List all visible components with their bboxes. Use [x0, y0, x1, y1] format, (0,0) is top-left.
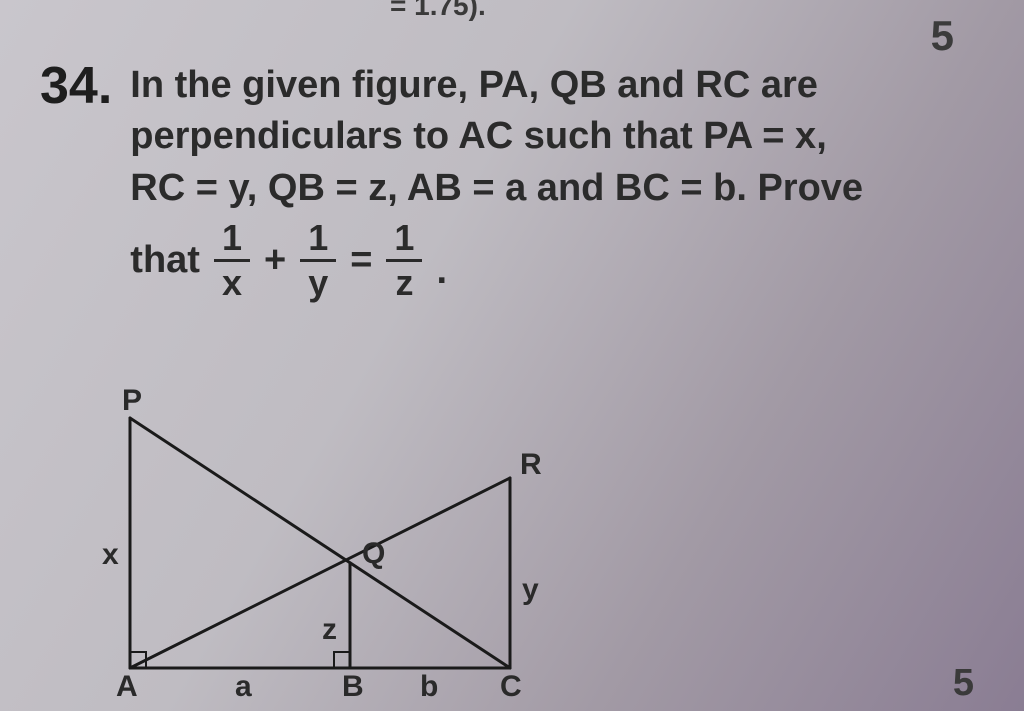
equation-line: that 1 x + 1 y = 1 z . [130, 220, 863, 301]
question-block: 34. In the given figure, PA, QB and RC a… [40, 60, 984, 301]
fraction-1: 1 x [214, 220, 250, 301]
question-line-3: RC = y, QB = z, AB = a and BC = b. Prove [130, 163, 863, 214]
label-a: a [235, 670, 252, 704]
geometry-figure: P R Q A B C x y z a b [100, 398, 600, 698]
fraction-3-num: 1 [386, 220, 422, 256]
label-B: B [342, 670, 364, 704]
figure-svg [100, 398, 600, 698]
label-R: R [520, 448, 542, 482]
fraction-1-num: 1 [214, 220, 250, 256]
fraction-2-num: 1 [300, 220, 336, 256]
partial-text-top: = 1.75). [390, 0, 486, 22]
fraction-2-den: y [300, 265, 336, 301]
fraction-3: 1 z [386, 220, 422, 301]
that-word: that [130, 235, 200, 286]
page-number-bottom: 5 [953, 662, 974, 705]
equals-sign: = [350, 235, 372, 286]
fraction-1-den: x [214, 265, 250, 301]
label-A: A [116, 670, 138, 704]
question-text: In the given figure, PA, QB and RC are p… [130, 60, 863, 301]
label-P: P [122, 384, 142, 418]
period: . [436, 246, 447, 297]
label-b: b [420, 670, 438, 704]
question-line-2: perpendiculars to AC such that PA = x, [130, 111, 863, 162]
plus-sign: + [264, 235, 286, 286]
label-Q: Q [362, 537, 385, 571]
label-z: z [322, 613, 337, 647]
page-number-top: 5 [931, 12, 954, 60]
label-C: C [500, 670, 522, 704]
question-line-1: In the given figure, PA, QB and RC are [130, 60, 863, 111]
label-x: x [102, 538, 119, 572]
fraction-3-den: z [387, 265, 421, 301]
question-number: 34. [40, 60, 112, 112]
fraction-2: 1 y [300, 220, 336, 301]
label-y: y [522, 573, 539, 607]
